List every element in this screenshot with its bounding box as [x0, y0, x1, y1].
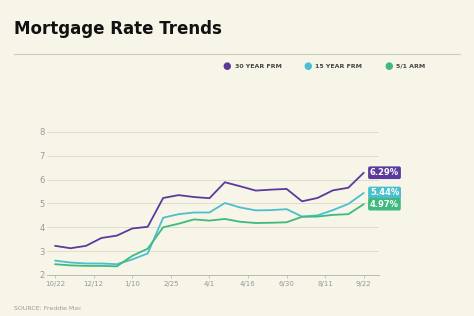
Text: 5.44%: 5.44% — [370, 188, 399, 198]
Text: 4.97%: 4.97% — [370, 200, 399, 209]
Text: ●: ● — [303, 61, 312, 71]
Text: 6.29%: 6.29% — [370, 168, 399, 177]
Text: ●: ● — [223, 61, 231, 71]
Text: SOURCE: Freddie Mac: SOURCE: Freddie Mac — [14, 306, 82, 311]
Text: ●: ● — [384, 61, 392, 71]
Text: 5/1 ARM: 5/1 ARM — [396, 64, 425, 69]
Text: 15 YEAR FRM: 15 YEAR FRM — [315, 64, 362, 69]
Text: 30 YEAR FRM: 30 YEAR FRM — [235, 64, 282, 69]
Text: Mortgage Rate Trends: Mortgage Rate Trends — [14, 20, 222, 38]
